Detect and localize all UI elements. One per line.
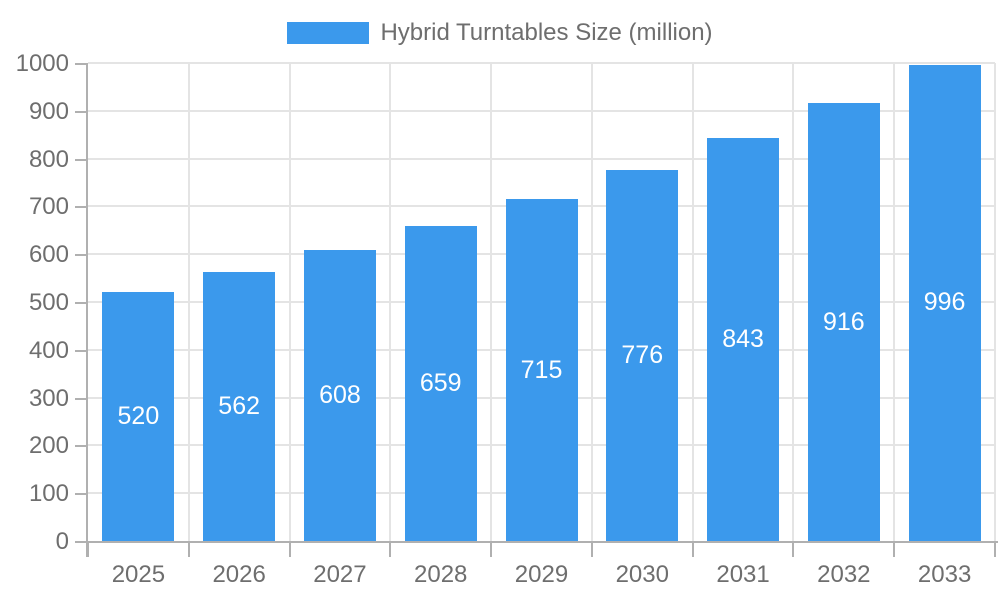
- gridline-vertical: [691, 63, 694, 541]
- x-axis-tick-label: 2032: [817, 561, 871, 588]
- bar: 843: [707, 138, 780, 541]
- y-axis-tick: [75, 158, 88, 161]
- legend-swatch: [287, 22, 370, 44]
- y-axis-tick: [75, 63, 88, 65]
- bar: 659: [404, 225, 477, 541]
- x-axis-tick-label: 2029: [514, 561, 569, 588]
- y-axis-tick-label: 100: [28, 480, 69, 508]
- y-axis-tick: [75, 254, 88, 257]
- y-axis-tick: [75, 541, 88, 543]
- gridline-vertical: [187, 63, 190, 541]
- y-axis-line: [86, 63, 88, 557]
- y-axis-tick-label: 800: [28, 145, 69, 173]
- legend[interactable]: Hybrid Turntables Size (million): [0, 21, 1000, 45]
- x-axis-tick: [994, 543, 996, 557]
- bar: 996: [908, 64, 981, 541]
- x-axis-tick-label: 2027: [313, 561, 367, 588]
- x-axis-tick-label: 2030: [615, 561, 669, 588]
- bar-value-label: 562: [218, 392, 261, 421]
- gridline-horizontal: [88, 109, 995, 112]
- x-axis-tick-label: 2025: [111, 561, 166, 588]
- y-axis-tick-label: 1000: [15, 50, 69, 77]
- gridline-vertical: [893, 63, 896, 541]
- y-axis-tick-label: 200: [28, 432, 69, 460]
- y-axis-tick: [75, 110, 88, 113]
- x-axis-line: [75, 541, 998, 543]
- bar-value-label: 843: [722, 325, 764, 353]
- y-axis-tick-label: 700: [28, 193, 69, 221]
- x-axis-tick: [490, 543, 493, 557]
- y-axis-tick-label: 600: [28, 241, 69, 269]
- y-axis-tick: [75, 302, 88, 304]
- gridline-horizontal: [88, 62, 995, 64]
- gridline-vertical: [590, 63, 593, 541]
- gridline-vertical: [389, 63, 392, 541]
- x-axis-tick: [590, 543, 593, 557]
- x-axis-tick: [792, 543, 795, 557]
- gridline-vertical: [490, 63, 493, 541]
- x-axis-tick: [187, 543, 190, 557]
- bar-value-label: 776: [621, 341, 664, 370]
- x-axis-tick: [288, 543, 291, 557]
- bar: 520: [102, 292, 175, 541]
- bar-value-label: 608: [319, 381, 361, 410]
- bar: 608: [303, 250, 376, 541]
- x-axis-tick-label: 2033: [917, 561, 972, 588]
- gridline-vertical: [792, 63, 795, 541]
- x-axis-tick-label: 2026: [212, 561, 266, 588]
- gridline-vertical: [288, 63, 291, 541]
- gridline-horizontal: [88, 157, 995, 160]
- bar: 715: [505, 199, 578, 541]
- y-axis-tick-label: 0: [55, 528, 69, 555]
- y-axis-tick: [75, 445, 88, 448]
- x-axis-tick-label: 2028: [414, 561, 468, 588]
- bar-value-label: 520: [117, 402, 160, 431]
- y-axis-tick: [75, 493, 88, 496]
- x-axis-tick: [389, 543, 392, 557]
- bar-value-label: 916: [822, 307, 865, 336]
- y-axis-tick-label: 500: [28, 289, 69, 316]
- bar-value-label: 715: [520, 355, 563, 384]
- y-axis-tick: [75, 397, 88, 400]
- bar: 916: [807, 103, 880, 541]
- y-axis-tick: [75, 206, 88, 209]
- bar: 776: [606, 170, 679, 541]
- bar-value-label: 996: [923, 288, 966, 317]
- y-axis-tick-label: 400: [28, 336, 69, 364]
- x-axis-tick: [893, 543, 896, 557]
- gridline-vertical: [994, 63, 996, 541]
- bar: 562: [203, 272, 276, 541]
- y-axis-tick-label: 300: [28, 384, 69, 412]
- y-axis-tick-label: 900: [28, 97, 69, 125]
- x-axis-tick: [87, 543, 89, 557]
- legend-label: Hybrid Turntables Size (million): [380, 19, 713, 46]
- x-axis-tick: [691, 543, 694, 557]
- bar-value-label: 659: [419, 368, 462, 397]
- x-axis-tick-label: 2031: [716, 561, 770, 588]
- y-axis-tick: [75, 349, 88, 352]
